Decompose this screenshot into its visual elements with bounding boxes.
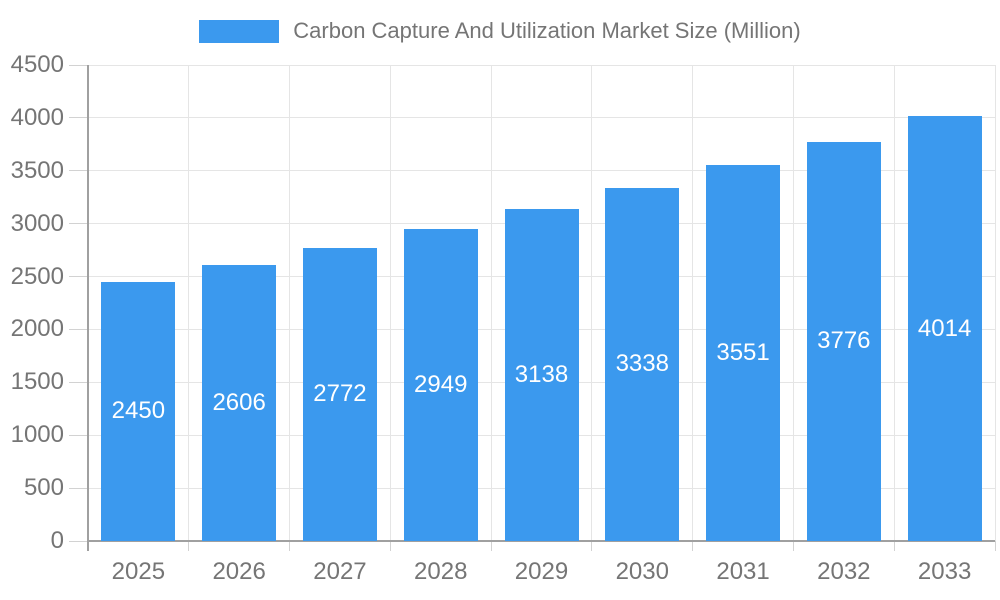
x-axis-label: 2027 [313,558,367,585]
y-axis-label: 3500 [10,156,64,184]
bar-2029 [504,209,579,541]
bar-value-label: 2606 [212,389,266,417]
bar-value-label: 3338 [615,350,669,378]
y-axis-tick [69,487,87,489]
x-axis-tick [994,541,996,551]
gridline-vertical [792,65,794,541]
x-axis-label: 2025 [111,558,166,585]
x-axis-label: 2029 [514,558,569,585]
y-axis-label: 2500 [10,262,64,290]
y-axis-label: 1500 [10,368,64,396]
y-axis-label: 500 [23,474,64,502]
gridline-vertical [289,65,291,541]
bar-value-label: 4014 [917,314,972,342]
legend-swatch-icon [199,19,280,43]
x-axis-label: 2030 [615,558,669,585]
bar-2033 [907,116,982,541]
bar-value-label: 3551 [716,339,770,367]
y-axis-tick [69,276,87,278]
y-axis-tick [69,328,87,330]
bar-value-label: 2450 [111,397,166,425]
x-axis-tick [591,541,593,551]
x-axis-tick [389,541,391,551]
gridline-vertical [591,65,593,541]
bar-value-label: 2949 [414,371,468,399]
y-axis-label: 4000 [10,103,64,131]
bar-value-label: 3138 [514,361,569,389]
x-axis-tick [692,541,694,551]
bar-2026 [202,265,277,541]
y-axis-label: 4500 [10,51,64,78]
chart-legend: Carbon Capture And Utilization Market Si… [0,18,1000,44]
x-axis-label: 2028 [414,558,468,585]
y-axis-label: 1000 [10,421,64,449]
y-axis-label: 3000 [10,209,64,237]
bar-2028 [403,229,478,541]
gridline-vertical [188,65,190,541]
y-axis-tick [69,381,87,383]
bar-2030 [605,187,680,541]
gridline-vertical [692,65,694,541]
bar-2025 [101,281,176,541]
y-axis-tick [69,540,87,542]
gridline-horizontal [88,117,995,119]
y-axis-line [87,65,89,551]
y-axis-tick [69,434,87,436]
x-axis-tick [792,541,794,551]
x-axis-tick [188,541,190,551]
y-axis-tick [69,170,87,172]
bar-2027 [302,247,377,541]
gridline-vertical [893,65,895,541]
y-axis-tick [69,64,87,66]
y-axis-label: 0 [50,527,64,554]
y-axis-tick [69,223,87,225]
bar-value-label: 3776 [817,327,871,355]
bar-2031 [706,165,781,541]
bar-value-label: 2772 [313,380,367,408]
gridline-horizontal [88,64,995,66]
y-axis-label: 2000 [10,315,64,343]
x-axis-line [87,540,995,542]
x-axis-tick [490,541,492,551]
x-axis-tick [893,541,895,551]
y-axis-tick [69,117,87,119]
x-axis-label: 2031 [716,558,770,585]
gridline-vertical [490,65,492,541]
legend-label: Carbon Capture And Utilization Market Si… [293,18,801,43]
x-axis-tick [289,541,291,551]
bar-2032 [806,141,881,541]
gridline-horizontal [88,170,995,172]
x-axis-label: 2033 [917,558,972,585]
gridline-vertical [994,65,996,541]
x-axis-label: 2026 [212,558,266,585]
x-axis-label: 2032 [817,558,871,585]
gridline-vertical [389,65,391,541]
